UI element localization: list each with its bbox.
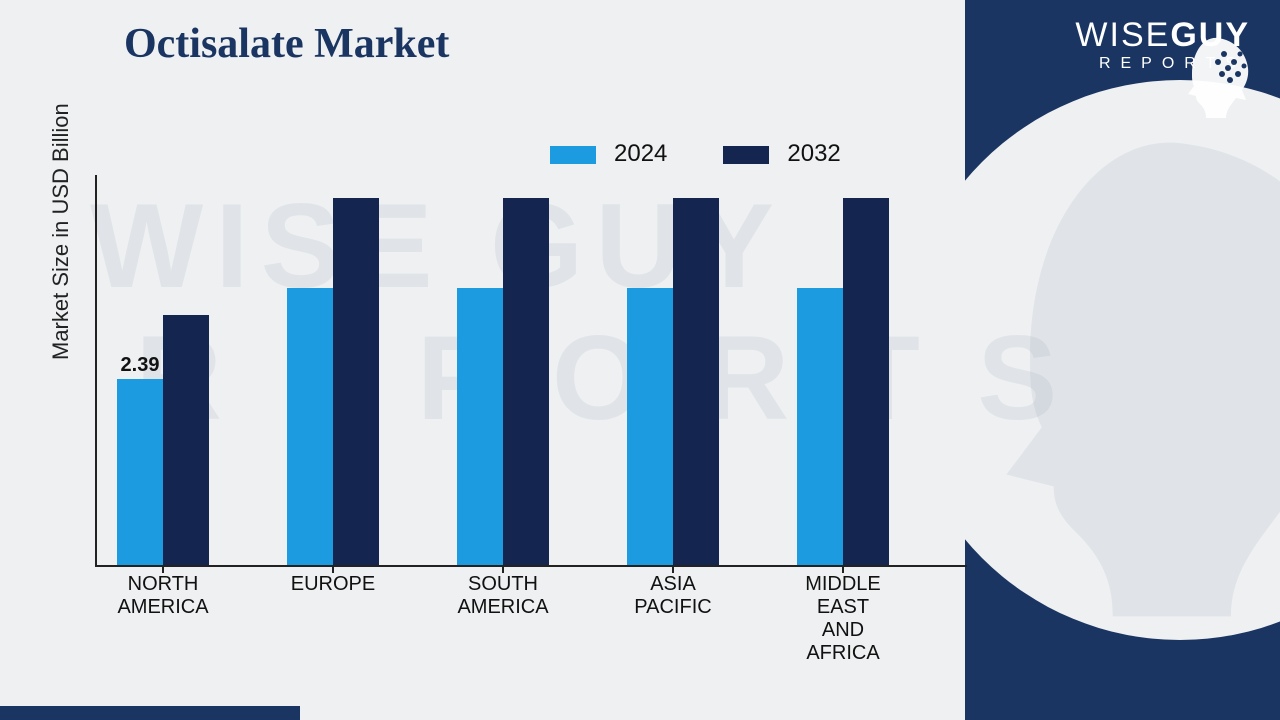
bar bbox=[117, 379, 163, 565]
y-axis-label: Market Size in USD Billion bbox=[48, 103, 74, 360]
legend-swatch bbox=[550, 146, 596, 164]
bar-value-label: 2.39 bbox=[121, 354, 160, 377]
bar bbox=[163, 315, 209, 565]
footer-accent-bar bbox=[0, 706, 300, 720]
x-tick bbox=[502, 565, 504, 573]
category-label: NORTHAMERICA bbox=[88, 573, 238, 619]
category-label: ASIAPACIFIC bbox=[598, 573, 748, 619]
brand-line1a: WISE bbox=[1075, 16, 1170, 54]
category-label: SOUTHAMERICA bbox=[428, 573, 578, 619]
legend-item: 2032 bbox=[723, 140, 840, 168]
legend-swatch bbox=[723, 146, 769, 164]
bar bbox=[843, 198, 889, 565]
category-label: MIDDLEEASTANDAFRICA bbox=[768, 573, 918, 665]
bar bbox=[333, 198, 379, 565]
bar bbox=[673, 198, 719, 565]
head-icon bbox=[1174, 34, 1254, 122]
brand-logo: WISEGUY REPORTS bbox=[1075, 18, 1250, 72]
legend: 2024 2032 bbox=[550, 140, 841, 168]
legend-label: 2024 bbox=[614, 140, 667, 167]
bar bbox=[503, 198, 549, 565]
page-title: Octisalate Market bbox=[124, 20, 449, 68]
bar bbox=[627, 288, 673, 565]
x-tick bbox=[332, 565, 334, 573]
x-tick bbox=[162, 565, 164, 573]
chart: NORTHAMERICAEUROPESOUTHAMERICAASIAPACIFI… bbox=[95, 175, 965, 565]
category-label: EUROPE bbox=[258, 573, 408, 596]
stage: Octisalate Market WISEGUY REPORTS WISE G… bbox=[0, 0, 1280, 720]
legend-item: 2024 bbox=[550, 140, 667, 168]
bar bbox=[797, 288, 843, 565]
x-tick bbox=[842, 565, 844, 573]
bar bbox=[457, 288, 503, 565]
plot-area: NORTHAMERICAEUROPESOUTHAMERICAASIAPACIFI… bbox=[95, 175, 967, 567]
legend-label: 2032 bbox=[787, 140, 840, 167]
x-tick bbox=[672, 565, 674, 573]
bar bbox=[287, 288, 333, 565]
